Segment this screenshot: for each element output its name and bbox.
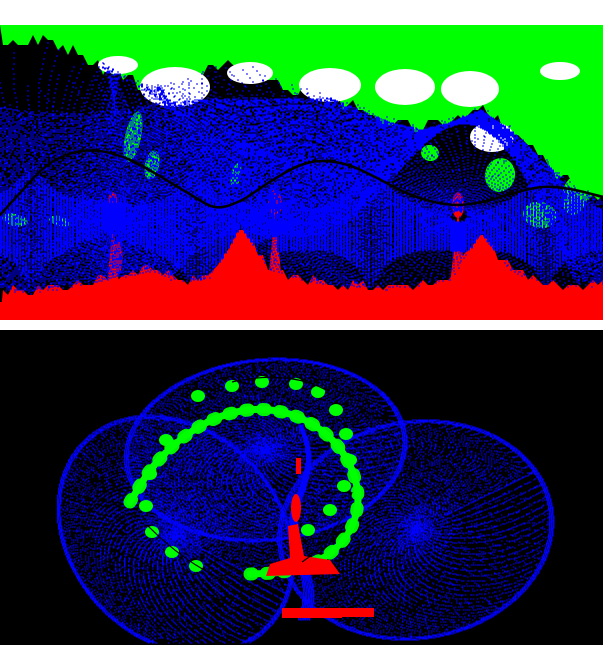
crosshair-marker — [84, 161, 109, 179]
map-projection-panel — [0, 25, 603, 320]
torus-projection-canvas — [0, 330, 603, 645]
field-line-traces — [0, 42, 603, 295]
separatrix-curve — [0, 149, 603, 217]
torus-field-line-traces — [57, 357, 555, 644]
map-projection-canvas — [0, 25, 603, 320]
torus-separatrix-curve — [147, 376, 353, 581]
torus-projection-panel — [0, 330, 603, 645]
torus-open-inward-patch — [266, 458, 374, 618]
